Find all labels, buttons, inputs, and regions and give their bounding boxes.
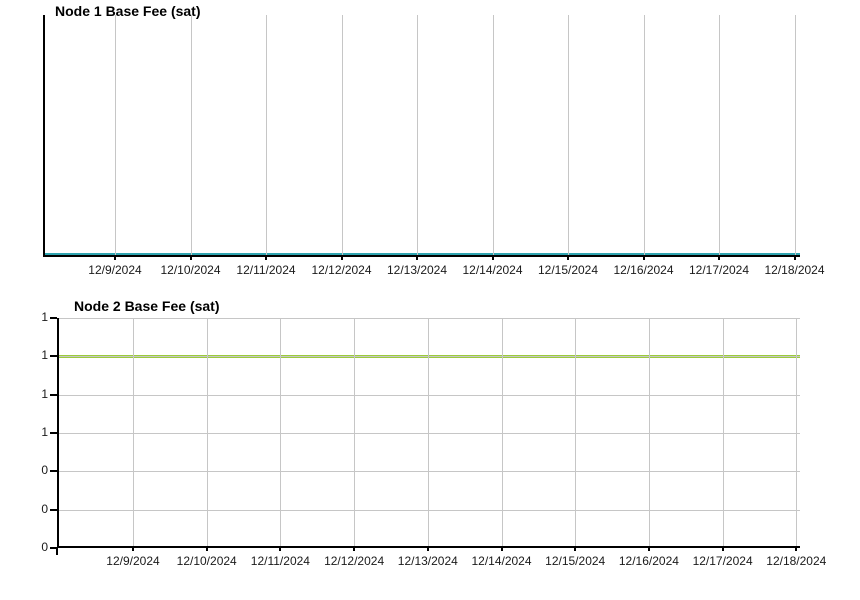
x-axis-label: 12/10/2024 bbox=[176, 554, 237, 568]
horizontal-gridline bbox=[59, 510, 800, 511]
vertical-gridline bbox=[575, 318, 577, 546]
x-axis-label: 12/15/2024 bbox=[545, 554, 606, 568]
y-axis-tick bbox=[50, 355, 57, 357]
vertical-gridline bbox=[796, 318, 798, 546]
x-axis-tick bbox=[795, 546, 798, 551]
x-axis-label: 12/18/2024 bbox=[764, 263, 825, 277]
vertical-gridline bbox=[643, 15, 645, 255]
x-axis-tick bbox=[721, 546, 724, 551]
x-axis-label: 12/13/2024 bbox=[386, 263, 448, 277]
x-axis-label: 12/14/2024 bbox=[462, 263, 523, 277]
horizontal-gridline bbox=[59, 433, 800, 434]
y-axis-bottom-tick bbox=[56, 548, 58, 555]
x-axis-label: 12/9/2024 bbox=[88, 263, 142, 277]
x-axis-label: 12/9/2024 bbox=[106, 554, 160, 568]
y-axis-label: 1 bbox=[41, 348, 48, 362]
vertical-gridline bbox=[501, 318, 503, 546]
x-axis-label: 12/11/2024 bbox=[250, 554, 310, 568]
x-axis-label: 12/16/2024 bbox=[618, 554, 679, 568]
y-axis-tick bbox=[50, 317, 57, 319]
x-axis-tick bbox=[353, 546, 356, 551]
vertical-gridline bbox=[115, 15, 116, 255]
x-axis-tick bbox=[647, 546, 650, 551]
x-axis-tick bbox=[279, 546, 282, 551]
vertical-gridline bbox=[133, 318, 134, 546]
vertical-gridline bbox=[341, 15, 343, 255]
chart-title: Node 2 Base Fee (sat) bbox=[74, 298, 220, 314]
vertical-gridline bbox=[417, 15, 418, 255]
x-axis-tick bbox=[567, 255, 569, 260]
x-axis-tick bbox=[205, 546, 208, 551]
y-axis-tick bbox=[50, 509, 57, 511]
vertical-gridline bbox=[722, 318, 724, 546]
vertical-gridline bbox=[190, 15, 192, 255]
chart-title: Node 1 Base Fee (sat) bbox=[55, 3, 201, 19]
node1-series-line bbox=[45, 253, 800, 255]
vertical-gridline bbox=[648, 318, 650, 546]
x-axis-tick bbox=[114, 255, 116, 260]
vertical-gridline bbox=[427, 318, 429, 546]
x-axis-label: 12/18/2024 bbox=[766, 554, 827, 568]
x-axis-tick bbox=[416, 255, 418, 260]
x-axis-label: 12/14/2024 bbox=[471, 554, 532, 568]
y-axis-label: 1 bbox=[41, 425, 48, 439]
x-axis-label: 12/11/2024 bbox=[236, 263, 296, 277]
y-axis-tick bbox=[50, 432, 57, 434]
y-axis-label: 0 bbox=[41, 502, 48, 516]
x-axis-tick bbox=[500, 546, 503, 551]
x-axis-label: 12/12/2024 bbox=[311, 263, 372, 277]
horizontal-gridline bbox=[59, 318, 800, 319]
vertical-gridline bbox=[266, 15, 267, 255]
y-axis-tick bbox=[50, 470, 57, 472]
vertical-gridline bbox=[206, 318, 208, 546]
x-axis-label: 12/13/2024 bbox=[397, 554, 458, 568]
x-axis-tick bbox=[132, 546, 134, 551]
plot-area bbox=[43, 15, 800, 260]
x-axis-tick bbox=[265, 255, 267, 260]
horizontal-gridline bbox=[59, 471, 800, 472]
x-axis-label: 12/15/2024 bbox=[537, 263, 599, 277]
vertical-gridline bbox=[568, 15, 569, 255]
y-axis-label: 1 bbox=[41, 310, 48, 324]
x-axis-tick bbox=[340, 255, 343, 260]
x-axis-tick bbox=[189, 255, 192, 260]
x-axis-tick bbox=[793, 255, 796, 260]
plot-area bbox=[57, 318, 800, 551]
y-axis-tick bbox=[50, 547, 57, 549]
x-axis-label: 12/12/2024 bbox=[324, 554, 385, 568]
y-axis-label: 0 bbox=[41, 463, 48, 477]
x-axis-tick bbox=[491, 255, 494, 260]
x-axis-label: 12/10/2024 bbox=[160, 263, 221, 277]
vertical-gridline bbox=[719, 15, 720, 255]
x-axis-label: 12/16/2024 bbox=[613, 263, 674, 277]
x-axis-tick bbox=[574, 546, 577, 551]
vertical-gridline bbox=[492, 15, 494, 255]
y-axis-label: 0 bbox=[41, 540, 48, 554]
y-axis-tick bbox=[50, 394, 57, 396]
x-axis-label: 12/17/2024 bbox=[688, 263, 750, 277]
x-axis-label: 12/17/2024 bbox=[692, 554, 753, 568]
vertical-gridline bbox=[354, 318, 356, 546]
x-axis-tick bbox=[642, 255, 645, 260]
x-axis-tick bbox=[718, 255, 720, 260]
y-axis-label: 1 bbox=[41, 387, 48, 401]
horizontal-gridline bbox=[59, 395, 800, 396]
vertical-gridline bbox=[794, 15, 796, 255]
x-axis-tick bbox=[426, 546, 429, 551]
vertical-gridline bbox=[280, 318, 282, 546]
horizontal-gridline bbox=[59, 356, 800, 357]
